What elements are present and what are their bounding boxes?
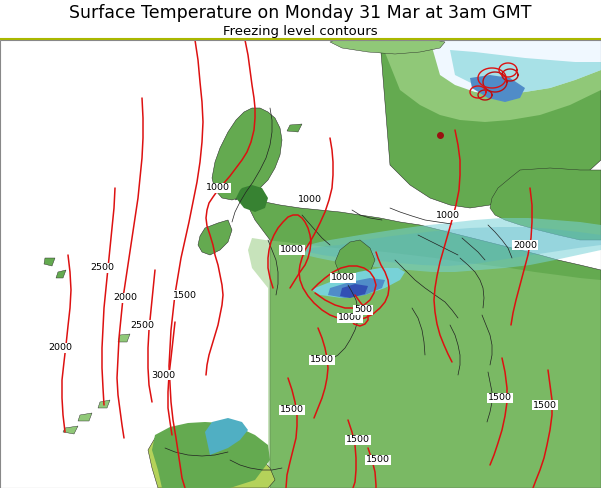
Text: 1500: 1500 [366, 455, 390, 465]
Polygon shape [205, 418, 248, 455]
Text: 1500: 1500 [488, 393, 512, 403]
Text: 1000: 1000 [280, 245, 304, 255]
Polygon shape [250, 202, 601, 488]
Text: 1500: 1500 [533, 401, 557, 409]
Text: 1500: 1500 [280, 406, 304, 414]
Polygon shape [305, 227, 601, 266]
Polygon shape [212, 108, 282, 200]
Polygon shape [44, 258, 55, 266]
Polygon shape [450, 50, 601, 92]
Polygon shape [430, 40, 601, 95]
Polygon shape [380, 40, 601, 208]
Text: 3000: 3000 [151, 370, 175, 380]
Polygon shape [470, 75, 525, 102]
Polygon shape [152, 422, 270, 488]
Polygon shape [236, 185, 268, 212]
Text: 2500: 2500 [90, 264, 114, 272]
Polygon shape [330, 40, 445, 54]
Polygon shape [63, 426, 78, 434]
Text: 1000: 1000 [206, 183, 230, 192]
Polygon shape [300, 218, 601, 272]
Polygon shape [78, 413, 92, 421]
Text: Freezing level contours: Freezing level contours [223, 25, 378, 39]
Text: 1500: 1500 [310, 355, 334, 365]
Text: 2500: 2500 [130, 321, 154, 329]
Polygon shape [56, 270, 66, 278]
Polygon shape [340, 284, 368, 298]
Text: 1000: 1000 [298, 196, 322, 204]
Text: Surface Temperature on Monday 31 Mar at 3am GMT: Surface Temperature on Monday 31 Mar at … [69, 4, 532, 22]
Polygon shape [198, 220, 232, 255]
Polygon shape [248, 238, 601, 488]
Text: 1500: 1500 [346, 435, 370, 445]
Polygon shape [98, 400, 110, 408]
Text: 1000: 1000 [436, 210, 460, 220]
Text: 1500: 1500 [173, 290, 197, 300]
Text: 2000: 2000 [48, 344, 72, 352]
Polygon shape [118, 334, 130, 342]
Polygon shape [148, 430, 275, 488]
Polygon shape [335, 240, 375, 285]
Text: 1000: 1000 [338, 313, 362, 323]
Text: 1000: 1000 [331, 273, 355, 283]
Text: 500: 500 [354, 305, 372, 314]
Polygon shape [380, 40, 601, 122]
Polygon shape [490, 168, 601, 240]
Polygon shape [328, 278, 385, 298]
Polygon shape [287, 124, 302, 132]
Polygon shape [312, 268, 405, 298]
Text: 2000: 2000 [113, 293, 137, 303]
Text: 2000: 2000 [513, 241, 537, 249]
